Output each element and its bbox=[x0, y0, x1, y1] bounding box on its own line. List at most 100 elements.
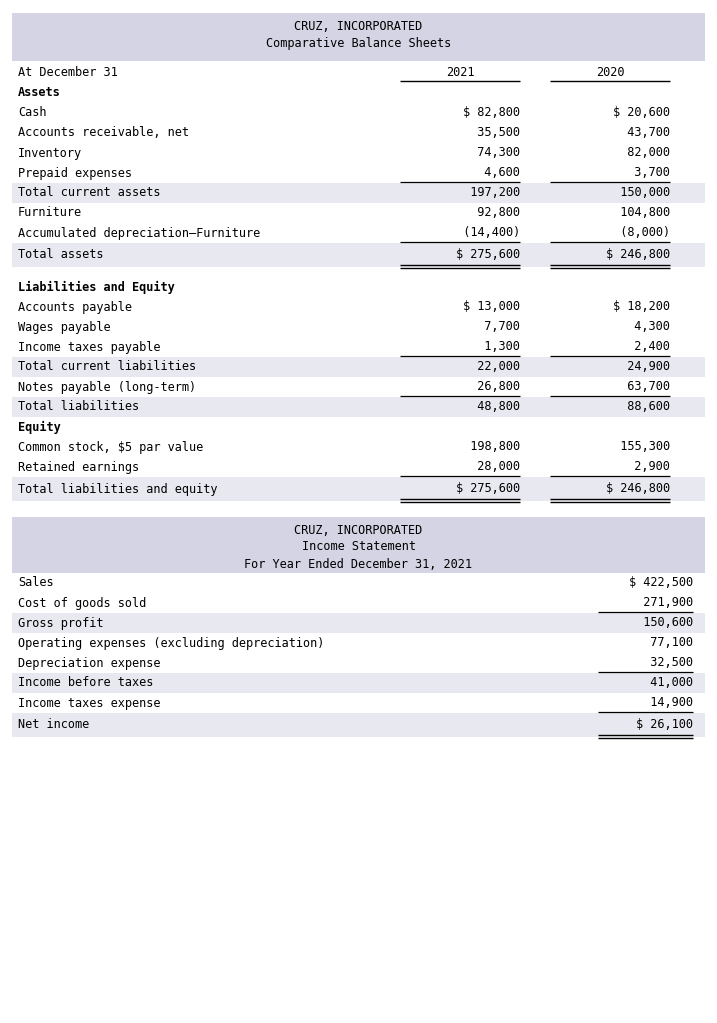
Text: 150,000: 150,000 bbox=[606, 186, 670, 199]
Text: Income taxes payable: Income taxes payable bbox=[18, 341, 161, 354]
Text: Retained earnings: Retained earnings bbox=[18, 460, 139, 474]
Text: Accounts receivable, net: Accounts receivable, net bbox=[18, 127, 189, 139]
Text: Cash: Cash bbox=[18, 106, 47, 120]
Text: Accounts payable: Accounts payable bbox=[18, 301, 132, 313]
Text: 24,900: 24,900 bbox=[613, 360, 670, 373]
FancyBboxPatch shape bbox=[12, 477, 705, 501]
Text: $ 20,600: $ 20,600 bbox=[613, 106, 670, 120]
Text: 4,300: 4,300 bbox=[620, 320, 670, 333]
Text: Assets: Assets bbox=[18, 87, 61, 99]
Text: Income taxes expense: Income taxes expense bbox=[18, 697, 161, 710]
FancyBboxPatch shape bbox=[12, 277, 705, 297]
Text: $ 82,800: $ 82,800 bbox=[463, 106, 520, 120]
Text: Furniture: Furniture bbox=[18, 207, 82, 220]
Text: 198,800: 198,800 bbox=[456, 441, 520, 453]
Text: For Year Ended December 31, 2021: For Year Ended December 31, 2021 bbox=[244, 558, 473, 571]
FancyBboxPatch shape bbox=[12, 183, 705, 203]
FancyBboxPatch shape bbox=[12, 613, 705, 633]
Text: $ 18,200: $ 18,200 bbox=[613, 301, 670, 313]
Text: Prepaid expenses: Prepaid expenses bbox=[18, 167, 132, 179]
FancyBboxPatch shape bbox=[12, 123, 705, 143]
Text: 32,500: 32,500 bbox=[636, 657, 693, 669]
Text: Common stock, $5 par value: Common stock, $5 par value bbox=[18, 441, 203, 453]
Text: $ 275,600: $ 275,600 bbox=[456, 483, 520, 495]
Text: CRUZ, INCORPORATED: CRUZ, INCORPORATED bbox=[295, 524, 422, 536]
Text: CRUZ, INCORPORATED: CRUZ, INCORPORATED bbox=[295, 19, 422, 33]
FancyBboxPatch shape bbox=[12, 573, 705, 593]
Text: Equity: Equity bbox=[18, 420, 61, 434]
Text: 104,800: 104,800 bbox=[606, 207, 670, 220]
FancyBboxPatch shape bbox=[12, 593, 705, 613]
Text: 77,100: 77,100 bbox=[636, 636, 693, 650]
FancyBboxPatch shape bbox=[12, 83, 705, 103]
Text: 63,700: 63,700 bbox=[613, 381, 670, 394]
FancyBboxPatch shape bbox=[12, 673, 705, 693]
Text: 197,200: 197,200 bbox=[456, 186, 520, 199]
Text: Notes payable (long-term): Notes payable (long-term) bbox=[18, 381, 196, 394]
Text: Gross profit: Gross profit bbox=[18, 617, 103, 629]
FancyBboxPatch shape bbox=[12, 377, 705, 397]
Text: 74,300: 74,300 bbox=[463, 146, 520, 160]
Text: 3,700: 3,700 bbox=[620, 167, 670, 179]
Text: 1,300: 1,300 bbox=[470, 341, 520, 354]
Text: $ 422,500: $ 422,500 bbox=[629, 577, 693, 589]
Text: 82,000: 82,000 bbox=[613, 146, 670, 160]
Text: 92,800: 92,800 bbox=[463, 207, 520, 220]
FancyBboxPatch shape bbox=[12, 317, 705, 337]
Text: Total liabilities and equity: Total liabilities and equity bbox=[18, 483, 217, 495]
FancyBboxPatch shape bbox=[12, 163, 705, 183]
FancyBboxPatch shape bbox=[12, 143, 705, 163]
FancyBboxPatch shape bbox=[12, 397, 705, 417]
FancyBboxPatch shape bbox=[12, 103, 705, 123]
Text: (8,000): (8,000) bbox=[606, 226, 670, 239]
Text: 48,800: 48,800 bbox=[463, 400, 520, 413]
FancyBboxPatch shape bbox=[12, 653, 705, 673]
Text: 150,600: 150,600 bbox=[629, 617, 693, 629]
Text: 88,600: 88,600 bbox=[613, 400, 670, 413]
Text: 4,600: 4,600 bbox=[470, 167, 520, 179]
FancyBboxPatch shape bbox=[12, 417, 705, 437]
Text: $ 26,100: $ 26,100 bbox=[636, 718, 693, 731]
FancyBboxPatch shape bbox=[12, 457, 705, 477]
Text: 2,400: 2,400 bbox=[620, 341, 670, 354]
Text: 22,000: 22,000 bbox=[463, 360, 520, 373]
Text: 28,000: 28,000 bbox=[463, 460, 520, 474]
Text: Liabilities and Equity: Liabilities and Equity bbox=[18, 280, 175, 294]
Text: $ 275,600: $ 275,600 bbox=[456, 249, 520, 262]
FancyBboxPatch shape bbox=[12, 437, 705, 457]
Text: 271,900: 271,900 bbox=[629, 596, 693, 610]
Text: $ 13,000: $ 13,000 bbox=[463, 301, 520, 313]
FancyBboxPatch shape bbox=[12, 337, 705, 357]
Text: 43,700: 43,700 bbox=[613, 127, 670, 139]
Text: Inventory: Inventory bbox=[18, 146, 82, 160]
FancyBboxPatch shape bbox=[12, 297, 705, 317]
Text: $ 246,800: $ 246,800 bbox=[606, 483, 670, 495]
Text: 2,900: 2,900 bbox=[620, 460, 670, 474]
Text: Cost of goods sold: Cost of goods sold bbox=[18, 596, 146, 610]
FancyBboxPatch shape bbox=[12, 357, 705, 377]
Text: 41,000: 41,000 bbox=[636, 676, 693, 690]
Text: Comparative Balance Sheets: Comparative Balance Sheets bbox=[266, 37, 451, 49]
Text: Operating expenses (excluding depreciation): Operating expenses (excluding depreciati… bbox=[18, 636, 324, 650]
FancyBboxPatch shape bbox=[12, 223, 705, 243]
Text: Total liabilities: Total liabilities bbox=[18, 400, 139, 413]
Text: 2020: 2020 bbox=[596, 65, 625, 79]
FancyBboxPatch shape bbox=[12, 203, 705, 223]
Text: 26,800: 26,800 bbox=[463, 381, 520, 394]
Text: 35,500: 35,500 bbox=[463, 127, 520, 139]
Text: Total assets: Total assets bbox=[18, 249, 103, 262]
FancyBboxPatch shape bbox=[12, 633, 705, 653]
Text: (14,400): (14,400) bbox=[449, 226, 520, 239]
FancyBboxPatch shape bbox=[12, 713, 705, 737]
Text: Income Statement: Income Statement bbox=[302, 540, 415, 553]
Text: Income before taxes: Income before taxes bbox=[18, 676, 153, 690]
Text: At December 31: At December 31 bbox=[18, 65, 118, 79]
FancyBboxPatch shape bbox=[12, 13, 705, 61]
Text: Depreciation expense: Depreciation expense bbox=[18, 657, 161, 669]
Text: Wages payable: Wages payable bbox=[18, 320, 110, 333]
Text: 14,900: 14,900 bbox=[636, 697, 693, 710]
FancyBboxPatch shape bbox=[12, 693, 705, 713]
FancyBboxPatch shape bbox=[12, 243, 705, 267]
Text: 155,300: 155,300 bbox=[606, 441, 670, 453]
Text: 7,700: 7,700 bbox=[470, 320, 520, 333]
